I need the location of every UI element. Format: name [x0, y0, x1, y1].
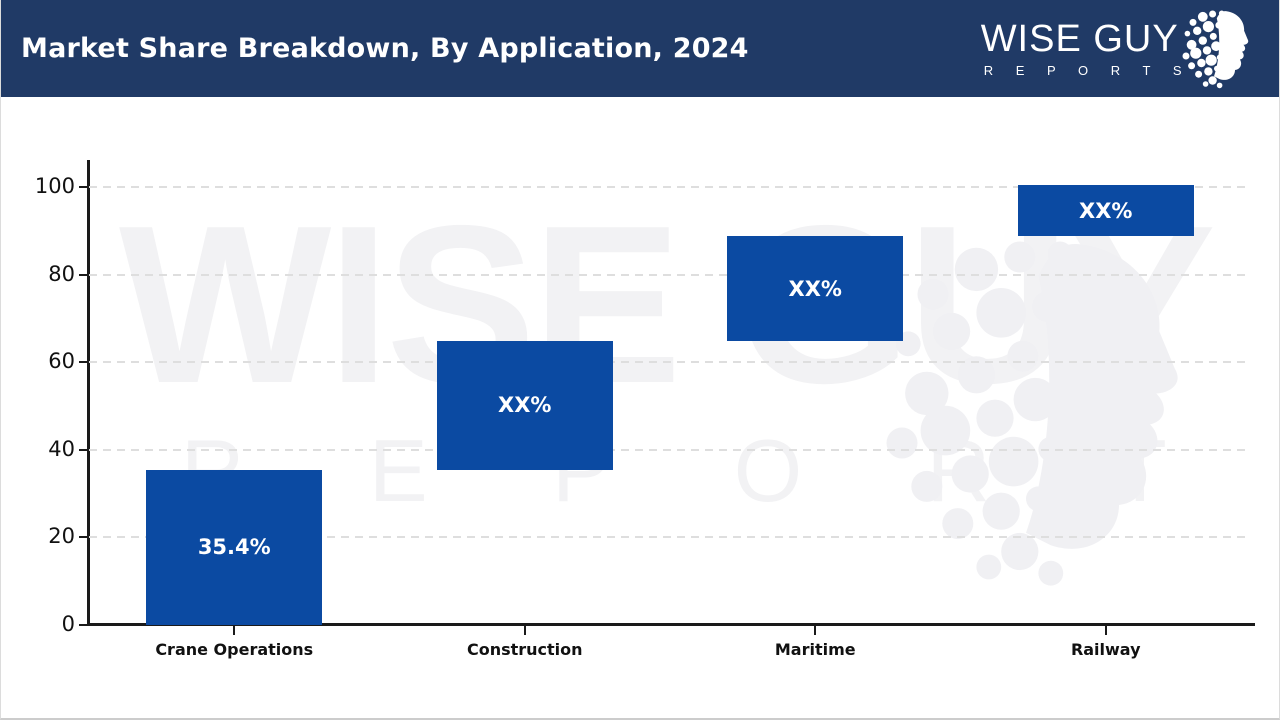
- bar-construction: XX%: [436, 340, 613, 470]
- bar-value-label: 35.4%: [197, 535, 271, 560]
- logo-head-icon: [1182, 10, 1249, 88]
- y-tick-label-20: 20: [48, 524, 75, 549]
- y-tick-label-100: 100: [34, 174, 75, 198]
- x-category-label-3: Railway: [1070, 640, 1141, 659]
- y-tick-0: [79, 624, 88, 626]
- y-tick-label-40: 40: [48, 436, 75, 461]
- bar-value-label: XX%: [498, 393, 552, 418]
- y-tick-label-60: 60: [48, 349, 75, 374]
- y-axis-line: [87, 160, 90, 626]
- y-tick-label-0: 0: [61, 612, 75, 636]
- bar-maritime: XX%: [727, 236, 904, 341]
- x-category-label-2: Maritime: [774, 640, 856, 659]
- gridline-20: [89, 536, 1251, 539]
- y-tick-20: [79, 536, 88, 539]
- bar-value-label: XX%: [788, 276, 842, 301]
- y-tick-40: [79, 448, 88, 451]
- gridline-100: [89, 186, 1251, 188]
- x-tick-1: [523, 626, 526, 635]
- y-tick-80: [79, 273, 88, 276]
- plot-area: [89, 186, 1251, 625]
- bar-value-label: XX%: [1079, 198, 1133, 223]
- header-bar: Market Share Breakdown, By Application, …: [1, 0, 1279, 97]
- gridline-60: [89, 361, 1251, 364]
- x-tick-0: [233, 626, 236, 635]
- y-tick-100: [79, 186, 88, 188]
- brand-logo: WISE GUY R E P O R T S: [981, 8, 1249, 90]
- x-category-label-1: Construction: [466, 640, 583, 659]
- logo-wordmark: WISE GUY: [980, 17, 1179, 60]
- x-tick-2: [814, 626, 817, 635]
- y-tick-label-80: 80: [48, 261, 75, 286]
- x-axis-line: [87, 623, 1255, 626]
- bar-railway: XX%: [1017, 184, 1194, 237]
- page-title: Market Share Breakdown, By Application, …: [21, 33, 749, 64]
- gridline-40: [89, 448, 1251, 451]
- y-tick-60: [79, 361, 88, 364]
- x-category-label-0: Crane Operations: [155, 640, 314, 659]
- logo-subtitle: R E P O R T S: [983, 62, 1191, 78]
- bar-crane-operations: 35.4%: [146, 469, 323, 625]
- x-tick-3: [1104, 626, 1107, 635]
- gridline-80: [89, 273, 1251, 276]
